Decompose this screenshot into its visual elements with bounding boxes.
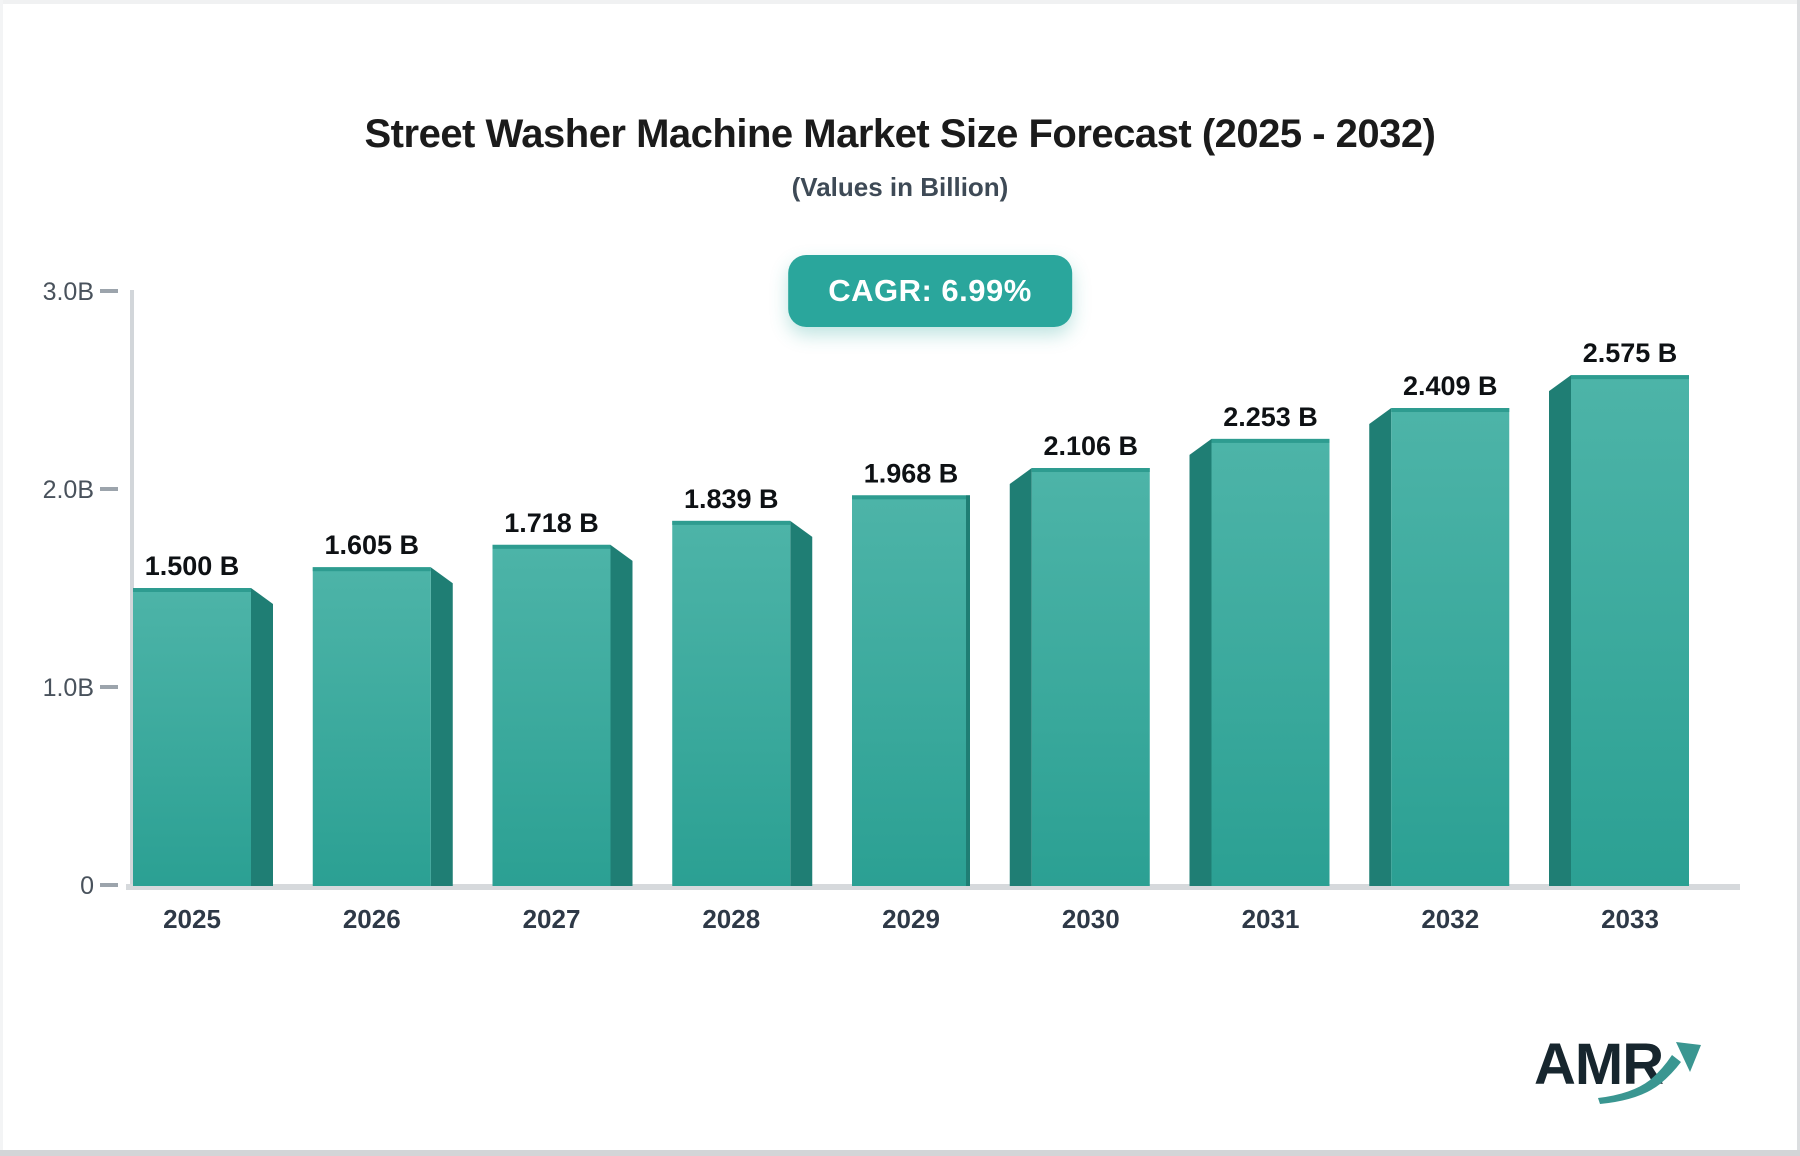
y-tick-label: 1.0B: [43, 674, 94, 702]
bar-2026: [312, 567, 431, 886]
bar-2027: [492, 544, 611, 886]
bar-top-edge-2025: [133, 588, 251, 592]
bar-2025: [133, 588, 251, 886]
bar-value-label-2030: 2.106 B: [1043, 431, 1138, 461]
x-axis-label-2028: 2028: [702, 904, 760, 934]
page-edge-top: [0, 0, 1800, 4]
bar-side-2028: [790, 520, 813, 886]
bar-value-label-2033: 2.575 B: [1583, 338, 1678, 368]
bar-side-2032: [1369, 408, 1392, 886]
chart-title: Street Washer Machine Market Size Foreca…: [364, 112, 1436, 156]
x-axis-label-2030: 2030: [1062, 904, 1120, 934]
bar-2031: [1211, 438, 1330, 886]
x-axis-label-2029: 2029: [882, 904, 940, 934]
chart-subtitle: (Values in Billion): [791, 172, 1009, 202]
page-edge-right: [1797, 0, 1800, 1156]
bar-2030: [1031, 468, 1150, 886]
x-axis-label-2033: 2033: [1601, 904, 1659, 934]
bar-side-2030: [1009, 468, 1032, 886]
x-axis-label-2026: 2026: [343, 904, 401, 934]
y-tick-label: 3.0B: [43, 278, 94, 306]
y-tick-dash: [100, 685, 118, 689]
y-tick-dash: [100, 289, 118, 293]
bar-value-label-2031: 2.253 B: [1223, 402, 1318, 432]
bar-side-2026: [430, 567, 453, 886]
x-axis-label-2032: 2032: [1421, 904, 1479, 934]
y-axis-line: [130, 290, 134, 889]
bar-edge-2029: [966, 495, 970, 886]
bar-value-label-2032: 2.409 B: [1403, 371, 1498, 401]
page-edge-left: [0, 0, 3, 1156]
bar-value-label-2026: 1.605 B: [324, 530, 419, 560]
bar-top-edge-2029: [852, 495, 970, 500]
bar-top-edge-2027: [492, 544, 611, 549]
bar-top-edge-2028: [672, 520, 791, 525]
y-tick-label: 2.0B: [43, 476, 94, 504]
bar-side-2025: [251, 588, 273, 886]
cagr-badge: CAGR: 6.99%: [788, 255, 1072, 327]
bar-top-edge-2026: [312, 567, 431, 572]
y-tick-dash: [100, 883, 118, 887]
growth-arrow-icon: [1598, 1042, 1701, 1104]
bar-value-label-2025: 1.500 B: [145, 551, 240, 581]
bar-side-2031: [1189, 438, 1212, 886]
bar-2032: [1391, 408, 1510, 886]
bar-top-edge-2032: [1391, 408, 1510, 413]
bar-top-edge-2030: [1031, 468, 1150, 473]
bar-2029: [852, 495, 970, 886]
x-axis-label-2025: 2025: [163, 904, 221, 934]
bar-value-label-2028: 1.839 B: [684, 484, 779, 514]
y-tick-label: 0: [80, 872, 94, 900]
bar-side-2027: [610, 544, 633, 886]
bar-2028: [672, 520, 791, 886]
amr-logo-text: AMR: [1534, 1032, 1664, 1097]
bar-top-edge-2031: [1211, 438, 1330, 443]
x-axis-label-2027: 2027: [523, 904, 581, 934]
y-tick-dash: [100, 487, 118, 491]
bar-top-edge-2033: [1571, 375, 1689, 380]
x-axis-baseline: [126, 884, 1740, 890]
amr-logo: AMR: [1534, 1036, 1714, 1126]
bar-value-label-2029: 1.968 B: [864, 458, 959, 488]
bar-value-label-2027: 1.718 B: [504, 508, 599, 538]
bar-2033: [1571, 375, 1689, 886]
x-axis-label-2031: 2031: [1242, 904, 1300, 934]
bar-side-2033: [1549, 375, 1571, 886]
page-edge-bottom: [0, 1150, 1800, 1156]
